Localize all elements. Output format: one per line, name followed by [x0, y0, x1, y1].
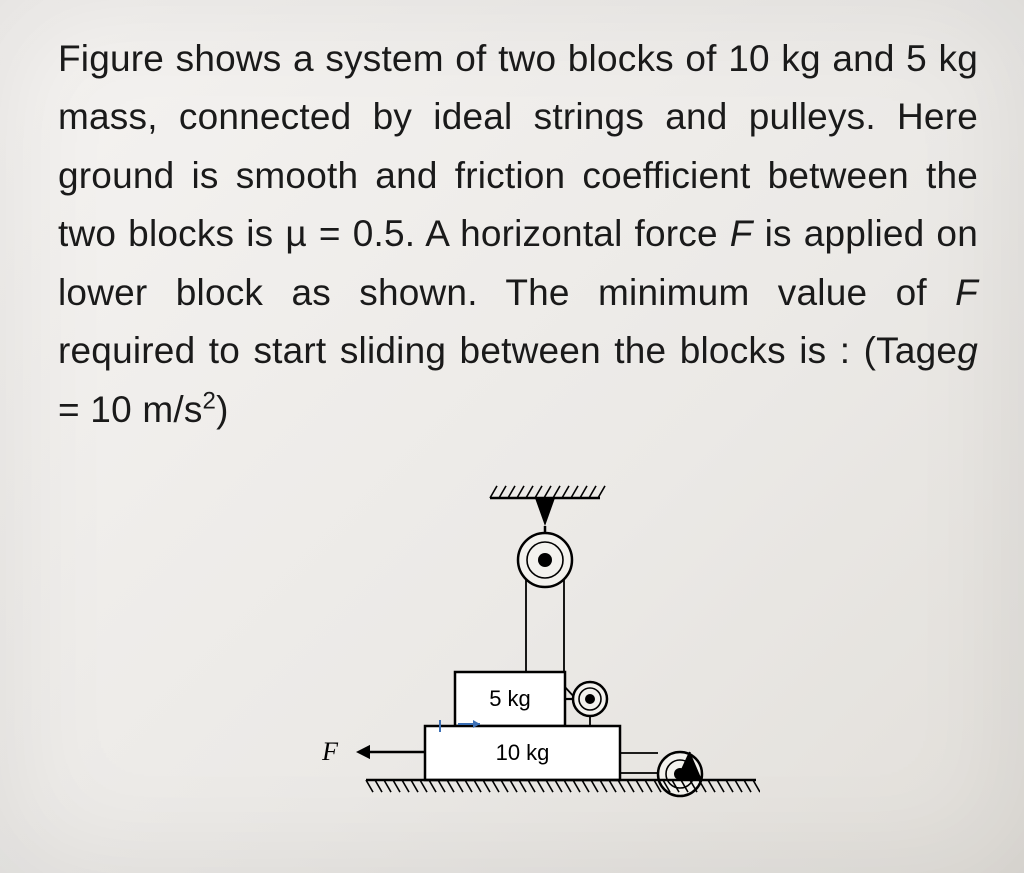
page-container: Figure shows a system of two blocks of 1… [0, 0, 1024, 873]
text-line6b: required to start [58, 330, 326, 371]
text-line7b: ) [216, 389, 229, 430]
svg-text:10 kg: 10 kg [496, 740, 550, 765]
physics-diagram: 5 kg 10 kg F [300, 480, 760, 860]
force-symbol-1: F [730, 213, 753, 254]
g-exponent: 2 [203, 387, 217, 414]
text-line5a: horizontal force [460, 213, 730, 254]
text-line4b: . A [405, 213, 448, 254]
g-value: = 10 m/s [58, 389, 203, 430]
force-symbol-2: F [955, 272, 978, 313]
g-symbol: g [957, 330, 978, 371]
svg-text:5 kg: 5 kg [489, 686, 531, 711]
text-line7a: sliding between the blocks is : (Tage [340, 330, 957, 371]
mu-value: µ = 0.5 [285, 213, 404, 254]
text-line6a: shown. The minimum value of [359, 272, 955, 313]
svg-text:F: F [321, 737, 339, 766]
text-line1: Figure shows a system of two blocks of 1… [58, 38, 821, 79]
problem-text: Figure shows a system of two blocks of 1… [58, 30, 978, 439]
